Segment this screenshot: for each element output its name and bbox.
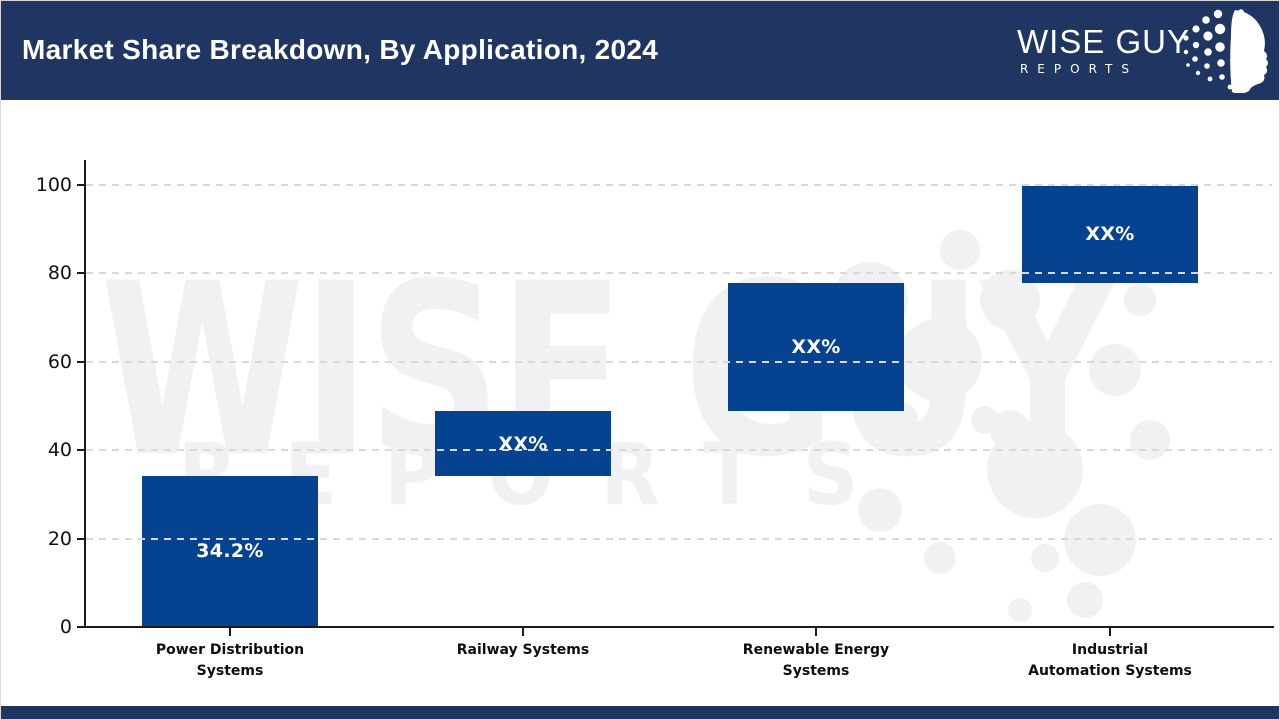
x-tick-2 [522, 628, 524, 636]
bar-segment-4: XX% [1022, 185, 1198, 284]
bar-value-label-3: XX% [791, 336, 841, 359]
y-tick-40 [77, 449, 85, 452]
brand-face-icon [1183, 9, 1268, 93]
footer-bar [0, 706, 1280, 720]
y-tick-label-60: 60 [47, 350, 72, 373]
gridline-20 [86, 537, 1272, 540]
category-label-4: Industrial Automation Systems [980, 640, 1240, 682]
bar-segment-2: XX% [435, 411, 611, 476]
y-tick-20 [77, 537, 85, 540]
bar-segment-1: 34.2% [142, 475, 318, 627]
y-tick-0 [77, 626, 85, 628]
brand-wordmark-sub: REPORTS [1019, 62, 1138, 76]
bar-value-label-4: XX% [1085, 223, 1135, 246]
x-tick-1 [229, 628, 231, 636]
y-tick-label-100: 100 [35, 174, 72, 196]
y-tick-label-40: 40 [47, 439, 72, 462]
bar-value-label-1: 34.2% [196, 540, 264, 563]
y-tick-80 [77, 272, 85, 275]
x-tick-4 [1109, 628, 1111, 636]
bar-value-label-2: XX% [498, 432, 548, 455]
brand-logo: WISE GUY REPORTS [1016, 8, 1270, 93]
x-axis-line [84, 626, 1274, 628]
x-tick-3 [815, 628, 817, 636]
page-title: Market Share Breakdown, By Application, … [22, 34, 659, 65]
y-axis-line [84, 160, 86, 628]
category-label-line: Automation Systems [1028, 663, 1192, 679]
chart-plot-area: 0 20 40 60 80 100 34.2% Power Distribution Syste… [0, 100, 1280, 706]
brand-wordmark: WISE GUY [1016, 23, 1190, 60]
category-label-line: Systems [196, 663, 264, 679]
gridline-60 [86, 360, 1272, 363]
category-label-line: Power Distribution [155, 642, 305, 658]
brand-logo-text: WISE GUY REPORTS [1016, 23, 1190, 77]
category-label-line: Industrial [1071, 642, 1149, 658]
gridline-100 [86, 184, 1272, 186]
gridline-80 [86, 272, 1272, 275]
y-tick-60 [77, 360, 85, 363]
bar-segment-3: XX% [728, 283, 904, 412]
y-tick-label-20: 20 [47, 527, 72, 550]
header-bar: Market Share Breakdown, By Application, … [0, 0, 1280, 100]
category-label-line: Railway Systems [456, 642, 590, 658]
category-label-line: Renewable Energy [742, 642, 890, 658]
y-tick-label-0: 0 [59, 616, 72, 638]
category-label-1: Power Distribution Systems [100, 640, 360, 682]
category-label-line: Systems [782, 663, 850, 679]
y-tick-100 [77, 184, 85, 186]
y-tick-label-80: 80 [47, 262, 72, 285]
category-label-2: Railway Systems [393, 640, 653, 661]
category-label-3: Renewable Energy Systems [686, 640, 946, 682]
gridline-40 [86, 449, 1272, 452]
